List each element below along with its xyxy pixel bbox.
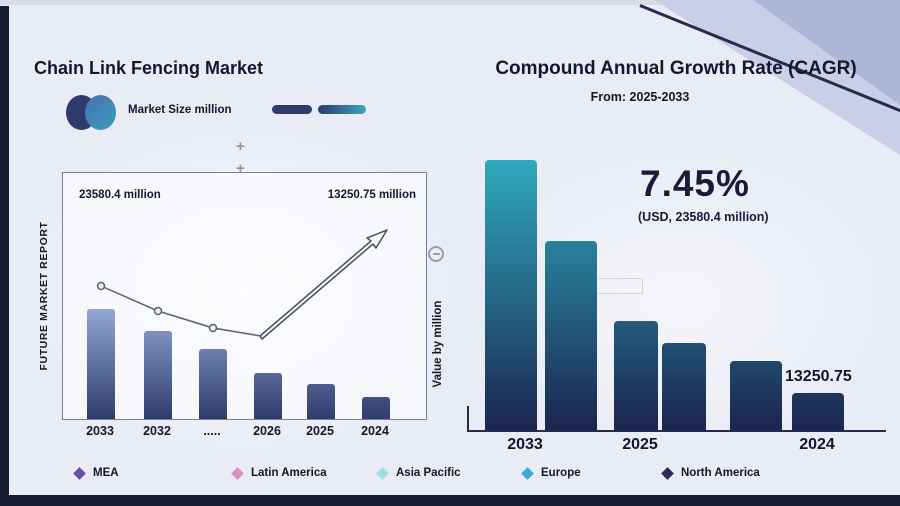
- trend-arrow: [96, 229, 388, 340]
- right-bar-2033-upper: [485, 160, 537, 430]
- left-chart-end-value: 13250.75 million: [327, 189, 416, 201]
- plus-decoration: +: [236, 160, 245, 177]
- right-chart: 13250.75 2033 2025 2024: [455, 150, 890, 453]
- right-bar-2025-lower: [662, 343, 706, 430]
- right-x-label: 2033: [507, 436, 543, 453]
- right-chart-axis-tick: [467, 406, 469, 432]
- decorative-pill-gradient: [318, 105, 366, 114]
- top-frame-band: [0, 0, 900, 5]
- left-bar-: [199, 349, 227, 419]
- left-bar-2026: [254, 373, 282, 419]
- left-bar-2024: [362, 397, 390, 419]
- left-chart: 23580.4 million 13250.75 million: [62, 172, 427, 420]
- right-chart-axis: [467, 430, 886, 432]
- frame-left-bar: [0, 6, 9, 506]
- left-bar-2025: [307, 384, 335, 419]
- right-bar-2024-lower: [792, 393, 844, 430]
- plus-decoration: +: [236, 138, 245, 155]
- legend-diamond-icon: [661, 466, 674, 480]
- right-x-label: 2024: [799, 436, 835, 453]
- circle-decoration-line: [432, 253, 440, 255]
- legend-diamond-icon: [521, 466, 534, 480]
- region-legend: MEA Latin America Asia Pacific Europe North …: [0, 466, 900, 487]
- right-bar-2024-upper: [730, 361, 782, 430]
- left-chart-max-value: 23580.4 million: [79, 189, 161, 201]
- right-chart-subtitle: From: 2025-2033: [590, 90, 690, 104]
- box-decoration: [598, 278, 643, 294]
- left-x-label: 2024: [361, 424, 389, 438]
- legend-diamond-icon: [376, 466, 389, 480]
- legend-item-latin-america: Latin America: [231, 466, 327, 480]
- left-bar-2032: [144, 331, 172, 419]
- legend-item-europe: Europe: [521, 466, 581, 480]
- decorative-pill-dark: [272, 105, 312, 114]
- circle-decoration: [428, 246, 444, 262]
- legend-item-north-america: North America: [661, 466, 760, 480]
- left-x-label: 2032: [143, 424, 171, 438]
- legend-label: Europe: [541, 467, 581, 479]
- legend-label: MEA: [93, 467, 119, 479]
- left-x-label: 2026: [253, 424, 281, 438]
- right-chart-title: Compound Annual Growth Rate (CAGR): [495, 58, 857, 79]
- left-x-label: 2025: [306, 424, 334, 438]
- left-chart-title: Chain Link Fencing Market: [34, 58, 264, 78]
- right-bar-2033-lower: [545, 241, 597, 430]
- left-chart-xlabels: 2033 2032..... 2026 2025 2024: [62, 424, 427, 442]
- legend-label: Latin America: [251, 467, 327, 479]
- legend-label: North America: [681, 467, 760, 479]
- frame-bottom-bar: [0, 495, 900, 506]
- right-x-label: 2025: [622, 436, 658, 453]
- legend-diamond-icon: [231, 466, 244, 480]
- legend-diamond-icon: [73, 466, 86, 480]
- left-chart-bars: [63, 173, 426, 419]
- right-chart-bars: [455, 150, 890, 432]
- legend-label: Asia Pacific: [396, 467, 461, 479]
- cagr-note: (USD, 23580.4 million): [638, 210, 769, 224]
- legend-item-asia-pacific: Asia Pacific: [376, 466, 461, 480]
- left-x-label: 2033: [86, 424, 114, 438]
- right-chart-xlabels: 2033 2025 2024: [455, 436, 890, 456]
- market-size-icon-front: [85, 95, 116, 130]
- right-chart-2024-value: 13250.75: [785, 368, 852, 385]
- right-bar-2025-upper: [614, 321, 658, 430]
- left-bar-2033: [87, 309, 115, 419]
- right-chart-y-axis-label: Value by million: [432, 300, 444, 388]
- cagr-value: 7.45%: [640, 163, 750, 204]
- legend-item-mea: MEA: [73, 466, 119, 480]
- left-chart-y-axis-label: FUTURE MARKET REPORT: [38, 221, 50, 371]
- market-size-label: Market Size million: [128, 104, 232, 116]
- left-x-label: .....: [203, 424, 221, 438]
